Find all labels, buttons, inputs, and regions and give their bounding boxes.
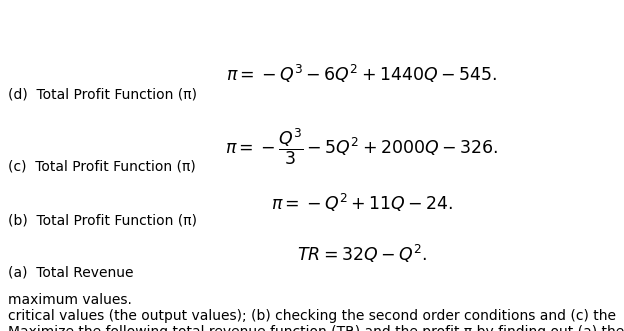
Text: (c)  Total Profit Function (π): (c) Total Profit Function (π) [8, 160, 196, 174]
Text: critical values (the output values); (b) checking the second order conditions an: critical values (the output values); (b)… [8, 309, 616, 323]
Text: Maximize the following total revenue function (TR) and the profit π by finding o: Maximize the following total revenue fun… [8, 325, 624, 331]
Text: $\pi = -Q^2 + 11Q - 24.$: $\pi = -Q^2 + 11Q - 24.$ [271, 192, 453, 214]
Text: $\pi = -Q^3 - 6Q^2 + 1440Q - 545.$: $\pi = -Q^3 - 6Q^2 + 1440Q - 545.$ [227, 63, 497, 85]
Text: (a)  Total Revenue: (a) Total Revenue [8, 265, 134, 279]
Text: (d)  Total Profit Function (π): (d) Total Profit Function (π) [8, 88, 197, 102]
Text: $TR = 32Q - Q^2.$: $TR = 32Q - Q^2.$ [297, 243, 427, 265]
Text: $\pi = -\dfrac{Q^3}{3} - 5Q^2 + 2000Q - 326.$: $\pi = -\dfrac{Q^3}{3} - 5Q^2 + 2000Q - … [225, 126, 499, 166]
Text: (b)  Total Profit Function (π): (b) Total Profit Function (π) [8, 213, 197, 227]
Text: maximum values.: maximum values. [8, 293, 132, 307]
